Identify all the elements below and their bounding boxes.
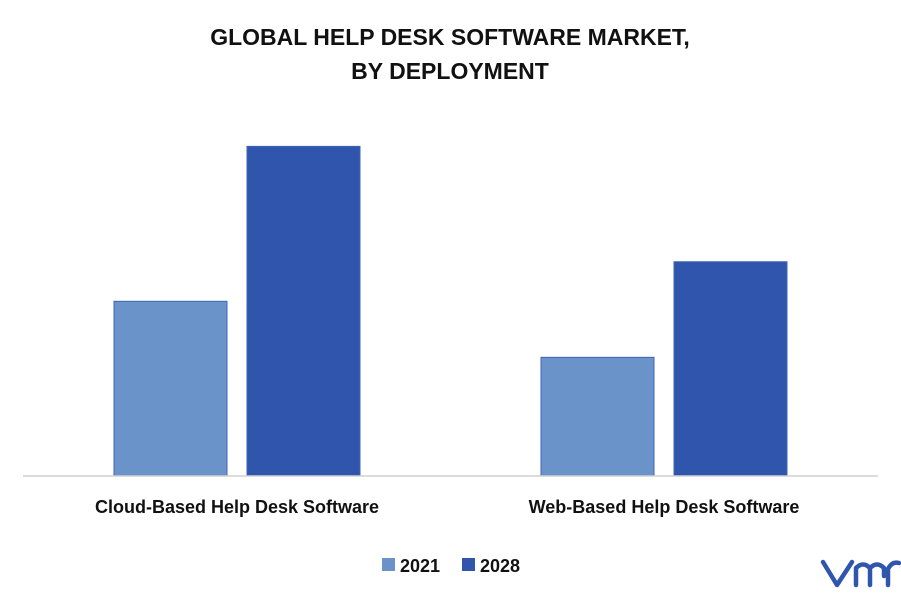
bar-2028-cloud — [246, 145, 361, 477]
chart-title-line-1: GLOBAL HELP DESK SOFTWARE MARKET, — [210, 24, 690, 50]
legend-swatch-2028 — [462, 558, 475, 571]
legend-label-2028: 2028 — [480, 556, 520, 576]
legend-label-2021: 2021 — [400, 556, 440, 576]
bar-2028-web — [673, 261, 788, 477]
legend: 2021 2028 — [382, 556, 520, 576]
category-label-web: Web-Based Help Desk Software — [529, 497, 800, 517]
chart-title-line-2: BY DEPLOYMENT — [351, 58, 549, 84]
vmr-logo — [820, 559, 901, 588]
category-label-cloud: Cloud-Based Help Desk Software — [95, 497, 379, 517]
legend-swatch-2021 — [382, 558, 395, 571]
bar-2021-cloud — [113, 300, 228, 477]
bars-group — [113, 145, 788, 477]
bar-2021-web — [540, 356, 655, 477]
vmr-logo-mark — [820, 559, 901, 588]
